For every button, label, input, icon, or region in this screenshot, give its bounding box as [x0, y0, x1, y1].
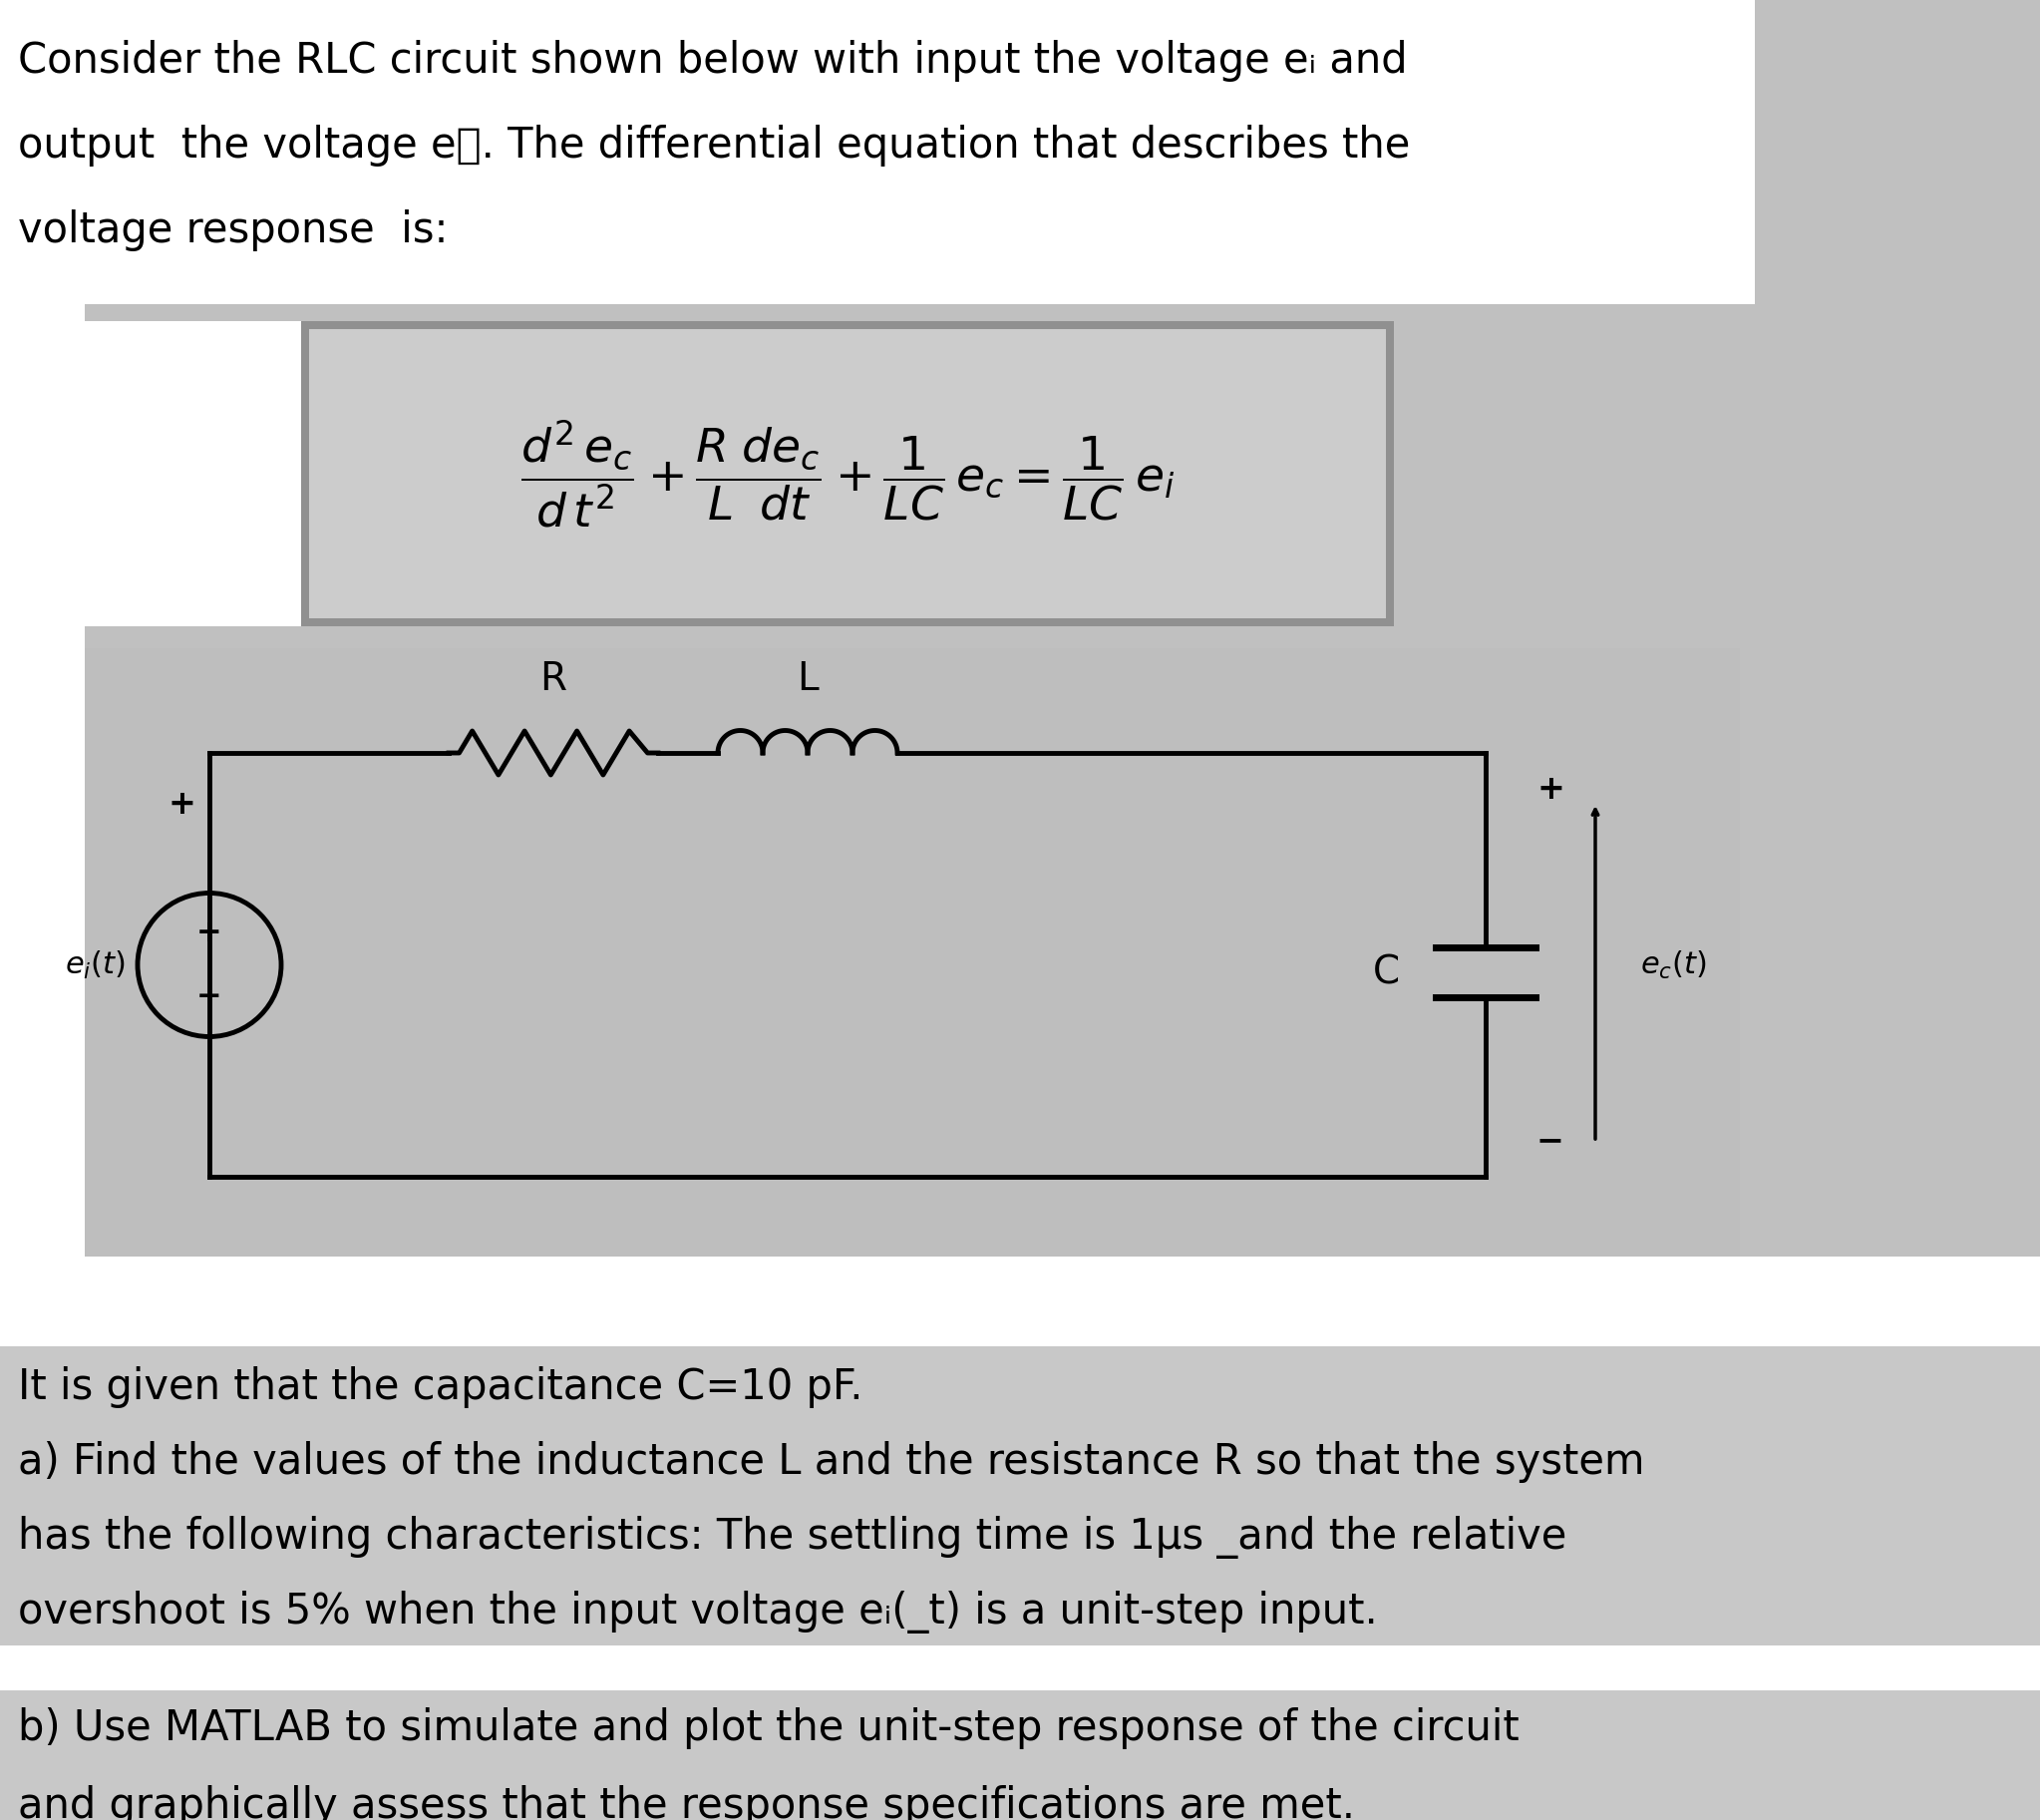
Text: +: + — [196, 917, 222, 946]
Text: voltage response  is:: voltage response is: — [18, 209, 449, 251]
Text: R: R — [541, 661, 567, 699]
Bar — [302, 320, 1393, 626]
Bar — [310, 329, 1385, 619]
Text: −: − — [196, 983, 222, 1012]
Text: overshoot is 5% when the input voltage eᵢ(​_t) is a unit-step input.: overshoot is 5% when the input voltage e… — [18, 1591, 1377, 1634]
Bar — [0, 1347, 2040, 1645]
Bar — [0, 0, 1754, 304]
Bar — [0, 320, 302, 626]
Text: $e_i(t)$: $e_i(t)$ — [65, 948, 126, 981]
Text: Consider the RLC circuit shown below with input the voltage eᵢ and: Consider the RLC circuit shown below wit… — [18, 40, 1408, 82]
Bar — [0, 1292, 2040, 1347]
Text: $\dfrac{d^2\,e_c}{d\,t^2} + \dfrac{R\;de_c}{L\;\;dt} + \dfrac{1}{LC}\,e_c = \dfr: $\dfrac{d^2\,e_c}{d\,t^2} + \dfrac{R\;de… — [520, 419, 1175, 530]
Bar — [86, 648, 1740, 1256]
Text: $e_c(t)$: $e_c(t)$ — [1640, 948, 1705, 981]
Text: output  the voltage eၣ. The differential equation that describes the: output the voltage eၣ. The differential … — [18, 124, 1410, 167]
Text: L: L — [798, 661, 818, 699]
Bar — [0, 1256, 2040, 1292]
Bar — [0, 1645, 2040, 1691]
Bar — [0, 1691, 2040, 1820]
Text: a) Find the values of the inductance L and the resistance R so that the system: a) Find the values of the inductance L a… — [18, 1441, 1644, 1483]
Text: +: + — [167, 788, 196, 821]
Text: b) Use MATLAB to simulate and plot the unit-step response of the circuit: b) Use MATLAB to simulate and plot the u… — [18, 1707, 1520, 1749]
Text: C: C — [1373, 954, 1399, 992]
Text: It is given that the capacitance ​​C=10 pF.: It is given that the capacitance ​​C=10 … — [18, 1367, 863, 1409]
Text: −: − — [1536, 1125, 1565, 1158]
Bar — [0, 304, 86, 1261]
Text: has the following characteristics: The settling time is 1μs _and the relative: has the following characteristics: The s… — [18, 1516, 1567, 1558]
Text: and graphically assess that the response specifications are met.: and graphically assess that the response… — [18, 1785, 1355, 1820]
Text: +: + — [1536, 774, 1565, 806]
